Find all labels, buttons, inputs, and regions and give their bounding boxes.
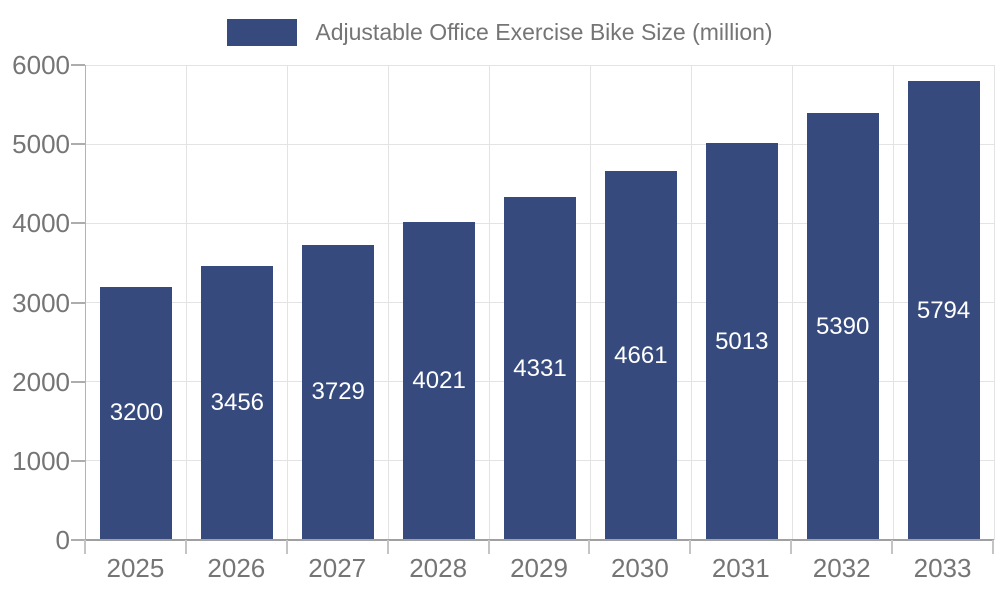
y-tick-mark (71, 222, 85, 225)
bar-value-label: 3200 (109, 399, 164, 427)
bar: 3729 (302, 244, 375, 540)
y-tick-mark (71, 143, 85, 146)
bar-value-label: 5794 (916, 296, 971, 324)
x-tick-label: 2031 (711, 553, 770, 583)
bar: 4661 (604, 171, 677, 540)
x-tick-label: 2028 (409, 553, 468, 583)
x-tick-mark (285, 540, 288, 554)
x-tick-label: 2030 (610, 553, 669, 583)
y-tick-label: 3000 (12, 287, 70, 318)
x-tick-mark (689, 540, 692, 554)
bar: 3456 (201, 266, 274, 540)
v-gridline (892, 65, 894, 540)
v-gridline (589, 65, 591, 540)
y-tick-label: 1000 (12, 445, 70, 476)
v-gridline (791, 65, 793, 540)
bar-value-label: 3729 (311, 378, 365, 406)
x-tick-mark (891, 540, 894, 554)
legend-swatch (227, 18, 298, 46)
h-gridline (86, 64, 994, 66)
bar: 4021 (403, 221, 476, 540)
y-tick-mark (71, 459, 85, 462)
v-gridline (186, 65, 188, 540)
bar: 4331 (504, 197, 576, 540)
x-tick-mark (84, 540, 86, 554)
y-tick-label: 5000 (12, 129, 70, 160)
y-tick-label: 0 (55, 525, 70, 555)
bar-value-label: 5013 (715, 327, 769, 355)
y-tick-mark (71, 64, 85, 66)
y-tick-label: 4000 (12, 208, 70, 239)
x-tick-mark (992, 540, 994, 554)
v-gridline (993, 65, 995, 540)
x-tick-label: 2029 (510, 553, 568, 583)
bar: 5390 (806, 113, 879, 540)
x-tick-mark (487, 540, 490, 554)
y-tick-label: 2000 (12, 366, 70, 397)
x-tick-label: 2033 (913, 553, 972, 583)
y-tick-label: 6000 (12, 50, 70, 80)
bar-value-label: 5390 (815, 312, 870, 340)
h-gridline (86, 143, 994, 145)
bar: 5794 (907, 81, 980, 540)
x-tick-label: 2026 (207, 553, 266, 583)
plot-area: 3200 3456 3729 4021 4331 4661 5013 5390 5794 (85, 64, 995, 541)
y-tick-mark (71, 539, 85, 541)
v-gridline (287, 65, 289, 540)
bar: 3200 (100, 286, 173, 540)
x-tick-label: 2032 (812, 553, 871, 583)
x-tick-label: 2027 (308, 553, 367, 583)
y-tick-mark (71, 380, 85, 383)
y-tick-mark (71, 301, 85, 304)
v-gridline (489, 65, 491, 540)
x-tick-mark (184, 540, 187, 554)
bar-value-label: 3456 (210, 389, 265, 417)
x-axis-line (86, 539, 994, 541)
bar: 5013 (705, 143, 778, 540)
bar-value-label: 4661 (614, 341, 668, 369)
x-tick-label: 2025 (106, 553, 165, 583)
v-gridline (690, 65, 692, 540)
legend-label: Adjustable Office Exercise Bike Size (mi… (315, 18, 773, 45)
bar-value-label: 4331 (513, 354, 567, 382)
x-tick-mark (790, 540, 793, 554)
x-tick-mark (588, 540, 591, 554)
bar-value-label: 4021 (412, 366, 466, 394)
x-tick-mark (386, 540, 389, 554)
legend[interactable]: Adjustable Office Exercise Bike Size (mi… (0, 16, 1000, 48)
v-gridline (388, 65, 390, 540)
